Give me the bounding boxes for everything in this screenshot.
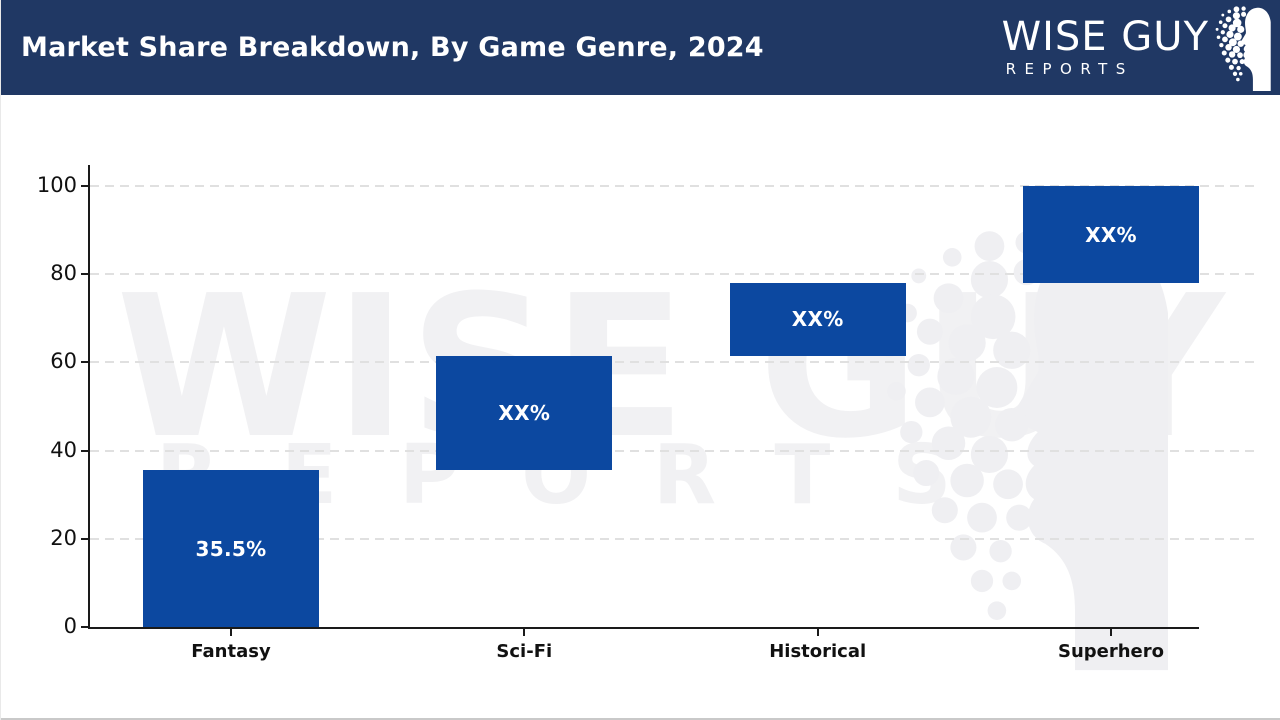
bar-value-label-sci-fi: XX% [498,401,551,426]
gridline-80 [90,273,1257,276]
y-axis-line [88,165,90,629]
y-tick-label-0: 0 [63,614,77,638]
bar-value-label-fantasy: 35.5% [195,536,267,561]
brand-wordmark: WISE GUY REPORTS [1002,17,1209,78]
watermark: WISE GUY REPORTS [1,95,1280,720]
waterfall-bar-fantasy: 35.5% [143,470,319,627]
x-tick-mark-fantasy [230,629,232,636]
y-tick-mark-0 [81,626,89,628]
gridline-100 [90,185,1257,187]
x-axis-line [88,627,1199,629]
y-tick-mark-80 [81,273,89,276]
dotted-face-profile-icon [1199,5,1271,91]
x-tick-mark-sci-fi [523,629,526,636]
page-title: Market Share Breakdown, By Game Genre, 2… [21,32,764,63]
x-tick-mark-superhero [1110,629,1112,636]
y-tick-label-80: 80 [50,261,77,286]
brand-subtitle: REPORTS [1005,60,1134,78]
y-tick-mark-20 [81,537,89,540]
gridline-60 [90,361,1257,364]
waterfall-bar-sci-fi: XX% [436,355,613,471]
x-tick-mark-historical [816,629,819,636]
y-tick-label-100: 100 [36,173,77,197]
y-tick-label-60: 60 [50,349,77,374]
bar-value-label-superhero: XX% [1085,222,1137,247]
y-tick-mark-40 [81,449,89,452]
y-tick-label-20: 20 [50,525,77,550]
header-bar: Market Share Breakdown, By Game Genre, 2… [1,0,1280,95]
y-tick-mark-100 [81,185,89,187]
y-tick-label-40: 40 [50,437,77,462]
chart-area: WISE GUY REPORTS 0 20 40 60 80 100 35.5% Fantas… [1,95,1280,720]
bottom-rule [1,718,1280,720]
bar-value-label-historical: XX% [791,307,844,332]
x-tick-label-superhero: Superhero [1057,641,1164,662]
waterfall-bar-superhero: XX% [1023,186,1199,284]
waterfall-bar-historical: XX% [729,283,906,356]
x-tick-label-sci-fi: Sci-Fi [496,641,553,662]
gridline-40 [90,449,1257,452]
x-tick-label-historical: Historical [769,641,867,662]
brand-name: WISE GUY [1001,14,1209,60]
brand-logo: WISE GUY REPORTS [1002,0,1271,95]
x-tick-label-fantasy: Fantasy [191,641,271,662]
gridline-20 [90,537,1257,540]
y-tick-mark-60 [81,361,89,364]
